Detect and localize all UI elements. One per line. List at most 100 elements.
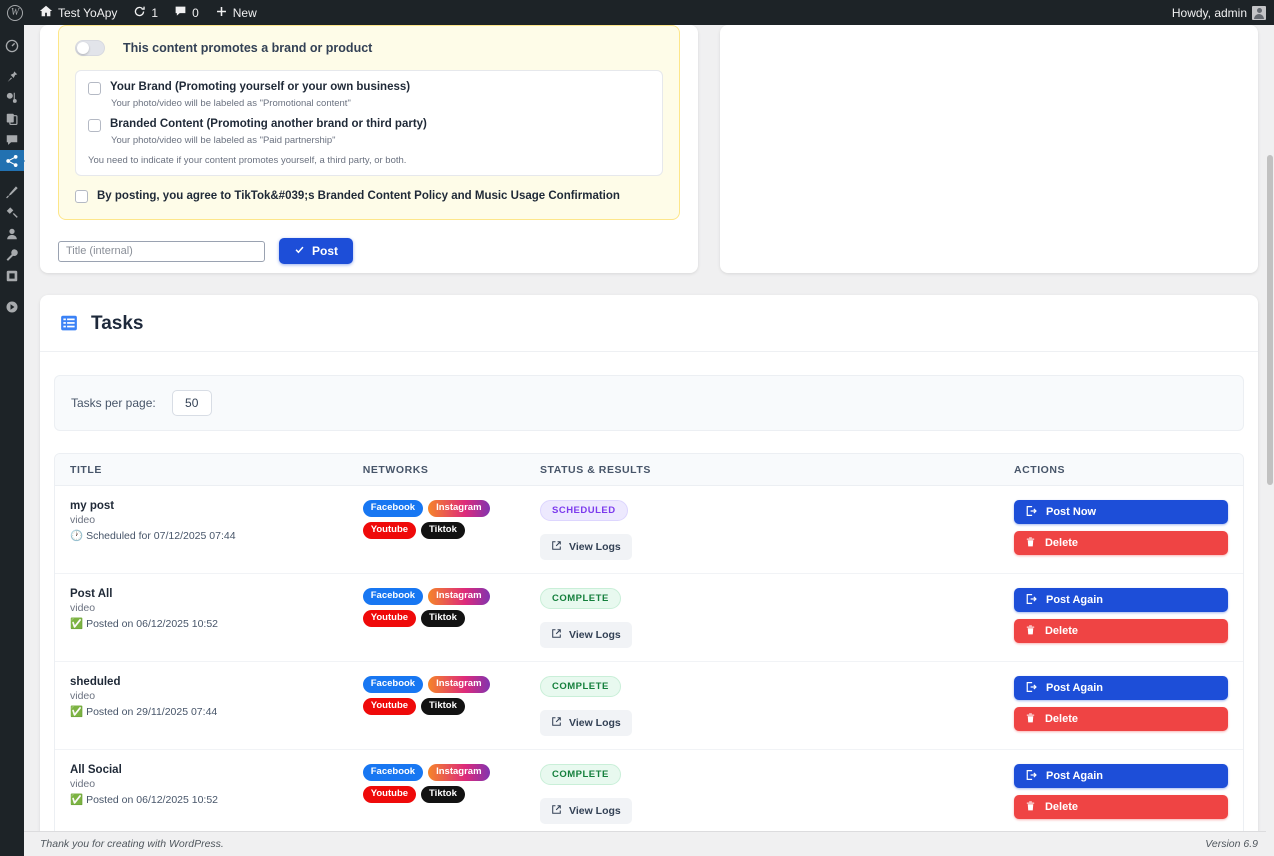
new-content-menu-item[interactable]: New [207,0,265,25]
task-meta-icon: ✅ [70,706,84,718]
your-brand-sublabel: Your photo/video will be labeled as "Pro… [111,98,351,109]
wp-logo-menu-item[interactable]: W [0,0,31,25]
sidebar-item-posts[interactable] [0,66,24,87]
network-badge-tiktok: Tiktok [421,521,465,539]
table-row: my post video 🕐 Scheduled for 07/12/2025 07… [55,486,1243,574]
sidebar-item-tools[interactable] [0,244,24,265]
collapse-icon [5,300,19,314]
sidebar-item-social-share[interactable] [0,150,25,171]
network-badge-youtube: Youtube [362,785,417,803]
list-icon [60,314,78,335]
delete-button[interactable]: Delete [1013,619,1228,643]
column-header-status: STATUS & RESULTS [540,464,651,476]
task-schedule-meta: ✅ Posted on 06/12/2025 10:52 [70,617,363,631]
page-scrollbar[interactable] [1266,25,1274,856]
network-badge-instagram: Instagram [428,500,490,517]
delete-label: Delete [1044,801,1079,813]
status-badge: COMPLETE [540,676,621,697]
your-brand-label: Your Brand (Promoting yourself or your o… [110,81,411,93]
post-now-button[interactable]: Post Again [1013,588,1228,612]
post-now-button[interactable]: Post Again [1013,764,1228,788]
post-now-button[interactable]: Post Now [1013,500,1228,524]
brand-options-box: Your Brand (Promoting yourself or your o… [75,70,663,176]
task-schedule-meta: ✅ Posted on 06/12/2025 10:52 [70,793,363,807]
branded-policy-checkbox[interactable] [75,190,88,203]
trash-icon [1025,800,1036,815]
task-title: my post [70,500,115,512]
task-meta-icon: 🕐 [70,530,84,542]
task-meta-text: Posted on 06/12/2025 10:52 [86,793,219,806]
plus-icon [215,5,228,21]
tiktok-branded-content-box: This content promotes a brand or product… [58,25,680,220]
task-meta-text: Posted on 06/12/2025 10:52 [86,617,219,630]
your-brand-option[interactable]: Your Brand (Promoting yourself or your o… [88,81,650,95]
task-title: sheduled [70,676,121,688]
your-brand-checkbox[interactable] [88,82,101,95]
post-button[interactable]: Post [279,238,354,264]
comments-menu-item[interactable]: 0 [166,0,207,25]
updates-icon [133,5,146,21]
view-logs-button[interactable]: View Logs [540,534,632,560]
sidebar-item-appearance[interactable] [0,181,24,202]
site-name-menu-item[interactable]: Test YoApy [31,0,125,25]
new-label: New [232,5,257,20]
branded-policy-agreement-row[interactable]: By posting, you agree to TikTok&#039;s B… [75,189,663,203]
tasks-per-page-input[interactable] [171,390,212,416]
view-logs-button[interactable]: View Logs [540,710,632,736]
table-row: All Social video ✅ Posted on 06/12/2025 10:… [55,750,1243,837]
post-now-button[interactable]: Post Again [1013,676,1228,700]
task-type: video [70,514,96,526]
promotes-brand-toggle-row[interactable]: This content promotes a brand or product [75,40,663,56]
row-actions: Post Again Delete [1013,764,1228,819]
delete-button[interactable]: Delete [1013,531,1228,555]
view-logs-label: View Logs [569,805,621,817]
tasks-header: Tasks [40,313,1258,352]
branded-content-checkbox[interactable] [88,119,101,132]
task-meta-icon: ✅ [70,618,84,630]
wrench-icon [5,248,19,262]
sidebar-item-comments[interactable] [0,129,24,150]
trash-icon [1025,712,1036,727]
home-icon [39,4,53,21]
post-now-label: Post Again [1045,682,1104,694]
branded-content-sublabel: Your photo/video will be labeled as "Pai… [111,135,336,146]
scrollbar-thumb[interactable] [1267,155,1273,485]
network-badges: Facebook Instagram Youtube Tiktok [362,764,513,803]
sidebar-item-pages[interactable] [0,108,24,129]
post-now-icon [1025,769,1037,784]
sidebar-item-plugins[interactable] [0,202,24,223]
delete-button[interactable]: Delete [1013,707,1228,731]
updates-menu-item[interactable]: 1 [125,0,166,25]
view-logs-button[interactable]: View Logs [540,622,632,648]
sidebar-item-media[interactable] [0,87,24,108]
trash-icon [1025,624,1036,639]
network-badge-facebook: Facebook [362,500,424,517]
menu-spacer [0,25,24,35]
tasks-per-page-control: Tasks per page: [54,375,1244,431]
settings-icon [5,269,19,283]
sidebar-item-users[interactable] [0,223,24,244]
sidebar-item-collapse-menu[interactable] [0,296,24,317]
sidebar-item-settings[interactable] [0,265,24,286]
footer-version: Version 6.9 [1205,838,1258,850]
sidebar-item-dashboard[interactable] [0,35,24,56]
internal-title-input[interactable] [58,240,265,262]
delete-button[interactable]: Delete [1013,795,1228,819]
user-avatar-icon [1252,5,1266,20]
post-now-label: Post Now [1045,506,1097,518]
view-logs-button[interactable]: View Logs [540,798,632,824]
task-schedule-meta: ✅ Posted on 29/11/2025 07:44 [70,705,363,719]
network-badge-tiktok: Tiktok [421,609,465,627]
row-actions: Post Now Delete [1013,500,1228,555]
toggle-knob [77,42,89,54]
site-name-label: Test YoApy [58,5,118,20]
post-now-icon [1025,681,1037,696]
branded-content-option[interactable]: Branded Content (Promoting another brand… [88,118,650,132]
plug-icon [5,206,19,220]
promotes-brand-toggle[interactable] [75,40,105,56]
view-logs-label: View Logs [569,629,621,641]
table-row: sheduled video ✅ Posted on 29/11/2025 07:44… [55,662,1243,750]
howdy-account-menu-item[interactable]: Howdy, admin [1164,0,1274,25]
status-badge: COMPLETE [540,588,621,609]
tasks-per-page-label: Tasks per page: [71,396,156,410]
